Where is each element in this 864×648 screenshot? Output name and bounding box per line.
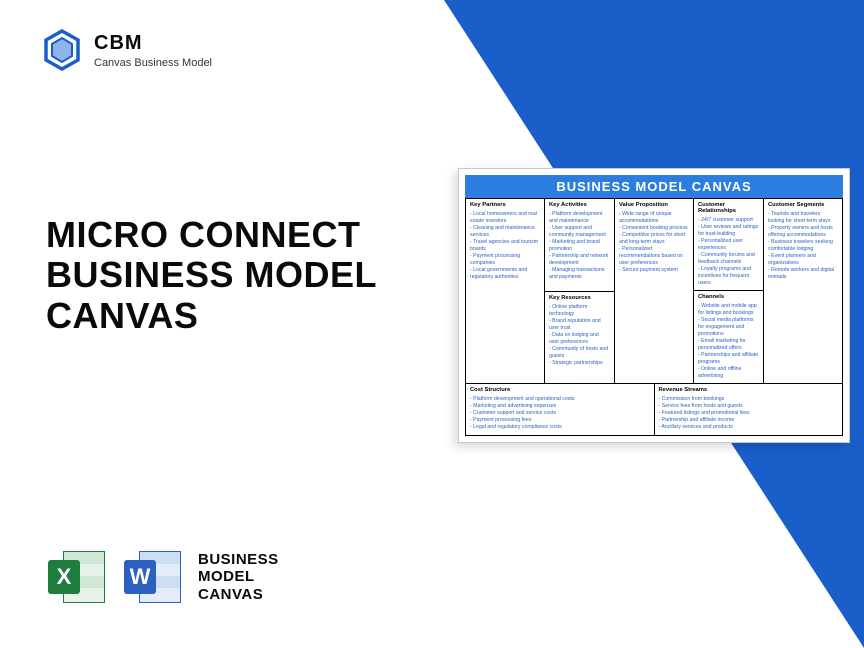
list-item: - Partnership and network development: [549, 253, 610, 267]
head-channels: Channels: [698, 294, 759, 300]
list-item: - Partnerships and affiliate programs: [698, 352, 759, 366]
title-line-1: MICRO CONNECT: [46, 215, 377, 255]
list-item: - Loyalty programs and incentives for fr…: [698, 266, 759, 287]
list-item: - Marketing and advertising expenses: [470, 403, 650, 410]
list-item: - Property owners and hosts offering acc…: [768, 225, 838, 239]
footer-label-3: CANVAS: [198, 586, 279, 603]
list-item: - Brand reputation and user trust: [549, 318, 610, 332]
canvas-title: BUSINESS MODEL CANVAS: [465, 175, 843, 198]
list-item: - Community of hosts and guests: [549, 346, 610, 360]
col-relationships-channels: Customer Relationships - 24/7 customer s…: [693, 198, 763, 383]
head-customer-relationships: Customer Relationships: [698, 202, 759, 214]
cell-channels: Channels - Website and mobile app for li…: [693, 290, 763, 383]
page-title: MICRO CONNECT BUSINESS MODEL CANVAS: [46, 215, 377, 336]
list-item: - Online and offline advertising: [698, 366, 759, 380]
cell-revenue-streams: Revenue Streams - Commission from bookin…: [654, 383, 843, 435]
excel-icon: X: [46, 546, 108, 608]
list-item: - Remote workers and digital nomads: [768, 267, 838, 281]
col-activities-resources: Key Activities - Platform development an…: [544, 198, 614, 383]
title-line-3: CANVAS: [46, 296, 377, 336]
list-item: - Platform development and operational c…: [470, 396, 650, 403]
cell-key-resources: Key Resources - Online platform technolo…: [544, 291, 614, 384]
svg-text:X: X: [57, 564, 72, 589]
list-item: - Tourists and travelers looking for sho…: [768, 211, 838, 225]
brand-logo-block: CBM Canvas Business Model: [40, 28, 212, 72]
brand-logo-icon: [40, 28, 84, 72]
canvas-row-top: Key Partners - Local homeowners and real…: [466, 198, 842, 383]
list-item: - Convenient booking process: [619, 225, 689, 232]
cell-key-partners: Key Partners - Local homeowners and real…: [466, 198, 544, 383]
list-item: - Secure payment system: [619, 267, 689, 274]
list-item: - Competitive prices for short and long-…: [619, 232, 689, 246]
head-key-activities: Key Activities: [549, 202, 610, 208]
list-item: - Ancillary services and products: [659, 424, 839, 431]
head-key-resources: Key Resources: [549, 295, 610, 301]
list-item: - 24/7 customer support: [698, 217, 759, 224]
head-key-partners: Key Partners: [470, 202, 540, 208]
list-item: - Service fees from hosts and guests: [659, 403, 839, 410]
title-line-2: BUSINESS MODEL: [46, 255, 377, 295]
brand-logo-text: CBM Canvas Business Model: [94, 32, 212, 69]
canvas-preview: BUSINESS MODEL CANVAS Key Partners - Loc…: [458, 168, 850, 443]
list-item: - Business travelers seeking comfortable…: [768, 239, 838, 253]
brand-code: CBM: [94, 32, 212, 55]
list-item: - Platform development and maintenance: [549, 211, 610, 225]
list-item: - Legal and regulatory compliance costs: [470, 424, 650, 431]
canvas-row-bottom: Cost Structure - Platform development an…: [466, 383, 842, 435]
footer-label: BUSINESS MODEL CANVAS: [198, 551, 279, 603]
cell-cost-structure: Cost Structure - Platform development an…: [466, 383, 654, 435]
list-item: - User reviews and ratings for trust-bui…: [698, 224, 759, 238]
cell-key-activities: Key Activities - Platform development an…: [544, 198, 614, 291]
list-item: - User support and community management: [549, 225, 610, 239]
list-item: - Commission from bookings: [659, 396, 839, 403]
list-item: - Data on lodging and user preferences: [549, 332, 610, 346]
list-item: - Partnership and affiliate income: [659, 417, 839, 424]
footer-label-2: MODEL: [198, 568, 279, 585]
list-item: - Social media platforms for engagement …: [698, 317, 759, 338]
svg-text:W: W: [130, 564, 151, 589]
list-item: - Strategic partnerships: [549, 360, 610, 367]
list-item: - Payment processing fees: [470, 417, 650, 424]
list-item: - Website and mobile app for listings an…: [698, 303, 759, 317]
head-customer-segments: Customer Segments: [768, 202, 838, 208]
list-item: - Wide range of unique accommodations: [619, 211, 689, 225]
list-item: - Cleaning and maintenance services: [470, 225, 540, 239]
head-cost-structure: Cost Structure: [470, 387, 650, 393]
footer-label-1: BUSINESS: [198, 551, 279, 568]
list-item: - Local governments and regulatory autho…: [470, 267, 540, 281]
list-item: - Customer support and service costs: [470, 410, 650, 417]
list-item: - Personalized user experiences: [698, 238, 759, 252]
cell-customer-segments: Customer Segments - Tourists and travele…: [763, 198, 842, 383]
head-value-proposition: Value Proposition: [619, 202, 689, 208]
list-item: - Local homeowners and real estate inves…: [470, 211, 540, 225]
list-item: - Payment processing companies: [470, 253, 540, 267]
list-item: - Online platform technology: [549, 304, 610, 318]
list-item: - Marketing and brand promotion: [549, 239, 610, 253]
list-item: - Community forums and feedback channels: [698, 252, 759, 266]
list-item: - Email marketing for personalized offer…: [698, 338, 759, 352]
cell-customer-relationships: Customer Relationships - 24/7 customer s…: [693, 198, 763, 290]
list-item: - Event planners and organizations: [768, 253, 838, 267]
list-item: - Personalized recommendations based on …: [619, 246, 689, 267]
head-revenue-streams: Revenue Streams: [659, 387, 839, 393]
list-item: - Travel agencies and tourism boards: [470, 239, 540, 253]
word-icon: W: [122, 546, 184, 608]
brand-name: Canvas Business Model: [94, 57, 212, 69]
list-item: - Managing transactions and payments: [549, 267, 610, 281]
cell-value-proposition: Value Proposition - Wide range of unique…: [614, 198, 693, 383]
footer-apps: X W BUSINESS MODEL CANVAS: [46, 546, 279, 608]
canvas-grid: Key Partners - Local homeowners and real…: [465, 198, 843, 436]
list-item: - Featured listings and promotional fees: [659, 410, 839, 417]
